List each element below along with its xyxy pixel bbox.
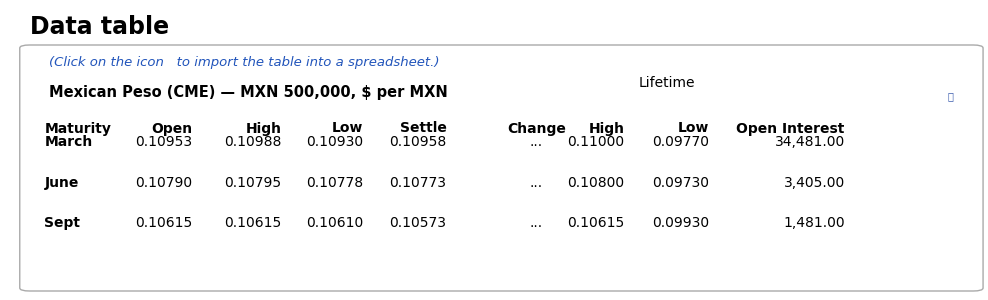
Text: Open: Open — [151, 122, 193, 136]
Text: 0.10795: 0.10795 — [224, 176, 282, 190]
Text: Settle: Settle — [400, 122, 447, 136]
Text: Mexican Peso (CME) — MXN 500,000, $ per MXN: Mexican Peso (CME) — MXN 500,000, $ per … — [49, 85, 449, 100]
Text: 0.10988: 0.10988 — [224, 135, 282, 149]
Text: 1,481.00: 1,481.00 — [783, 216, 845, 230]
Text: ...: ... — [530, 135, 543, 149]
Text: Sept: Sept — [44, 216, 80, 230]
Text: 0.10573: 0.10573 — [389, 216, 447, 230]
Text: March: March — [44, 135, 93, 149]
Text: 0.10773: 0.10773 — [389, 176, 447, 190]
Text: 0.11000: 0.11000 — [567, 135, 624, 149]
Text: High: High — [246, 122, 282, 136]
Text: 0.10930: 0.10930 — [306, 135, 364, 149]
Text: Lifetime: Lifetime — [638, 76, 696, 90]
Text: ...: ... — [530, 216, 543, 230]
Text: 0.10790: 0.10790 — [135, 176, 193, 190]
Text: 0.10800: 0.10800 — [567, 176, 624, 190]
Text: 0.10958: 0.10958 — [389, 135, 447, 149]
Text: 0.09730: 0.09730 — [652, 176, 709, 190]
Text: 0.09770: 0.09770 — [652, 135, 709, 149]
Text: Open Interest: Open Interest — [736, 122, 845, 136]
Text: Low: Low — [678, 122, 709, 136]
Text: 0.10610: 0.10610 — [306, 216, 364, 230]
Text: Data table: Data table — [30, 15, 169, 39]
Text: 34,481.00: 34,481.00 — [775, 135, 845, 149]
Text: (Click on the icon   to import the table into a spreadsheet.): (Click on the icon to import the table i… — [49, 56, 440, 68]
Text: 3,405.00: 3,405.00 — [783, 176, 845, 190]
Text: Maturity: Maturity — [44, 122, 112, 136]
Text: 0.10778: 0.10778 — [306, 176, 364, 190]
Text: ...: ... — [530, 176, 543, 190]
Text: 0.10615: 0.10615 — [224, 216, 282, 230]
Text: June: June — [44, 176, 79, 190]
Text: 0.10615: 0.10615 — [135, 216, 193, 230]
Text: 0.10615: 0.10615 — [567, 216, 624, 230]
Text: High: High — [589, 122, 624, 136]
Text: 0.09930: 0.09930 — [652, 216, 709, 230]
Text: 0.10953: 0.10953 — [135, 135, 193, 149]
Text: Low: Low — [332, 122, 364, 136]
Text: ⬜: ⬜ — [947, 92, 953, 101]
Text: Change: Change — [507, 122, 566, 136]
